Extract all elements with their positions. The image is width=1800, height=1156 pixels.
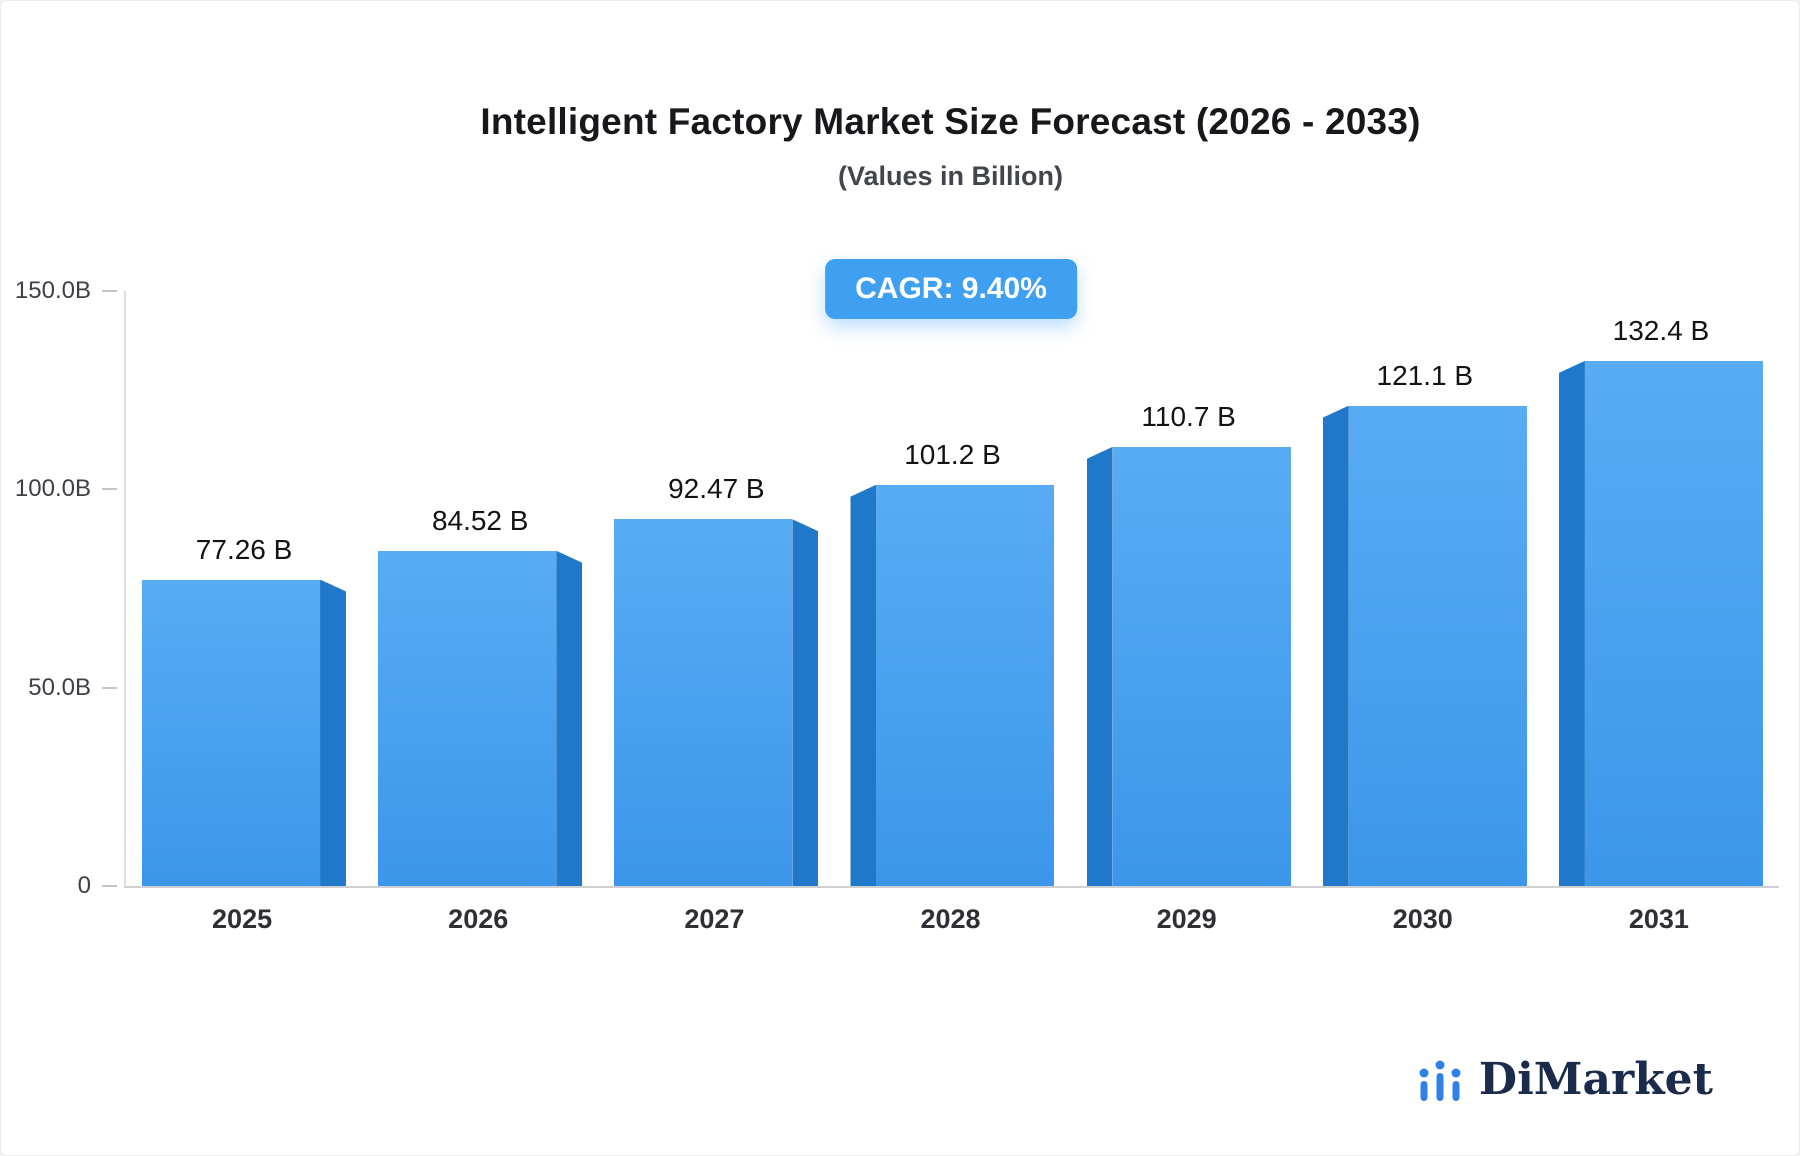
bar-value-label: 121.1 B	[1376, 359, 1474, 391]
bar-side	[1086, 446, 1113, 886]
x-axis-label: 2027	[684, 904, 745, 934]
cagr-badge: CAGR: 9.40%	[825, 259, 1077, 319]
x-axis-label: 2031	[1628, 904, 1689, 934]
bar-2031	[1558, 360, 1763, 886]
bar-slot: 121.1 B	[1307, 291, 1543, 886]
bar-face	[876, 484, 1055, 886]
bar-value-label: 101.2 B	[904, 438, 1001, 470]
bar-side	[1322, 405, 1349, 886]
y-axis-label: 100.0B	[14, 475, 91, 503]
x-axis-label: 2029	[1156, 904, 1217, 934]
x-axis-labels: 2025 2026 2027 2028 2029 2030 2031	[124, 904, 1777, 948]
bar-slot: 132.4 B	[1543, 291, 1779, 886]
bar-face	[142, 579, 321, 886]
bar-2026	[378, 550, 583, 886]
bar-side	[556, 550, 583, 886]
chart-header: Intelligent Factory Market Size Forecast…	[124, 101, 1777, 192]
bar-face	[614, 519, 793, 886]
bar-2029	[1086, 446, 1291, 886]
bar-2025	[142, 579, 347, 886]
y-axis-tick	[102, 488, 117, 491]
y-axis-tick	[102, 686, 117, 689]
brand-logo: DiMarket	[1415, 1055, 1713, 1105]
bar-side	[1558, 360, 1585, 886]
plot-area: 77.26 B 84.52 B 92.47 B 101.2 B 110.7 B 121.1…	[102, 290, 1779, 888]
chart-title: Intelligent Factory Market Size Forecast…	[480, 101, 1421, 142]
chart-subtitle: (Values in Billion)	[837, 161, 1064, 191]
bar-value-label: 110.7 B	[1141, 400, 1236, 432]
bar-2027	[614, 519, 819, 886]
bar-2030	[1322, 405, 1527, 886]
x-axis-label: 2025	[212, 904, 273, 934]
brand-name: DiMarket	[1478, 1054, 1713, 1105]
bar-slot: 84.52 B	[362, 291, 598, 886]
bar-slot: 92.47 B	[598, 291, 834, 886]
bar-chart-logo-icon	[1419, 1060, 1461, 1101]
x-axis-label: 2028	[920, 904, 981, 934]
y-axis-label: 150.0B	[14, 277, 91, 304]
bar-value-label: 92.47 B	[668, 473, 765, 505]
y-axis-label: 50.0B	[28, 673, 91, 701]
bar-slot: 77.26 B	[126, 291, 362, 886]
bar-value-label: 132.4 B	[1612, 314, 1710, 346]
bar-2028	[850, 484, 1055, 886]
y-axis-tick	[102, 290, 117, 292]
y-axis-labels: 150.0B 100.0B 50.0B 0	[1, 277, 95, 899]
bar-face	[1348, 405, 1527, 886]
x-axis-label: 2030	[1392, 904, 1453, 934]
bar-value-label: 77.26 B	[195, 533, 293, 565]
x-axis-label: 2026	[448, 904, 509, 934]
bar-value-label: 84.52 B	[431, 504, 529, 536]
bar-face	[378, 550, 557, 886]
bar-slot: 110.7 B	[1071, 291, 1307, 886]
bar-side	[850, 484, 877, 886]
bar-side	[792, 519, 819, 886]
y-axis-label: 0	[77, 872, 91, 899]
bar-face	[1112, 446, 1291, 886]
y-axis-tick	[102, 885, 117, 887]
bar-side	[320, 579, 347, 886]
bar-face	[1584, 360, 1763, 886]
bar-slot: 101.2 B	[834, 291, 1070, 886]
